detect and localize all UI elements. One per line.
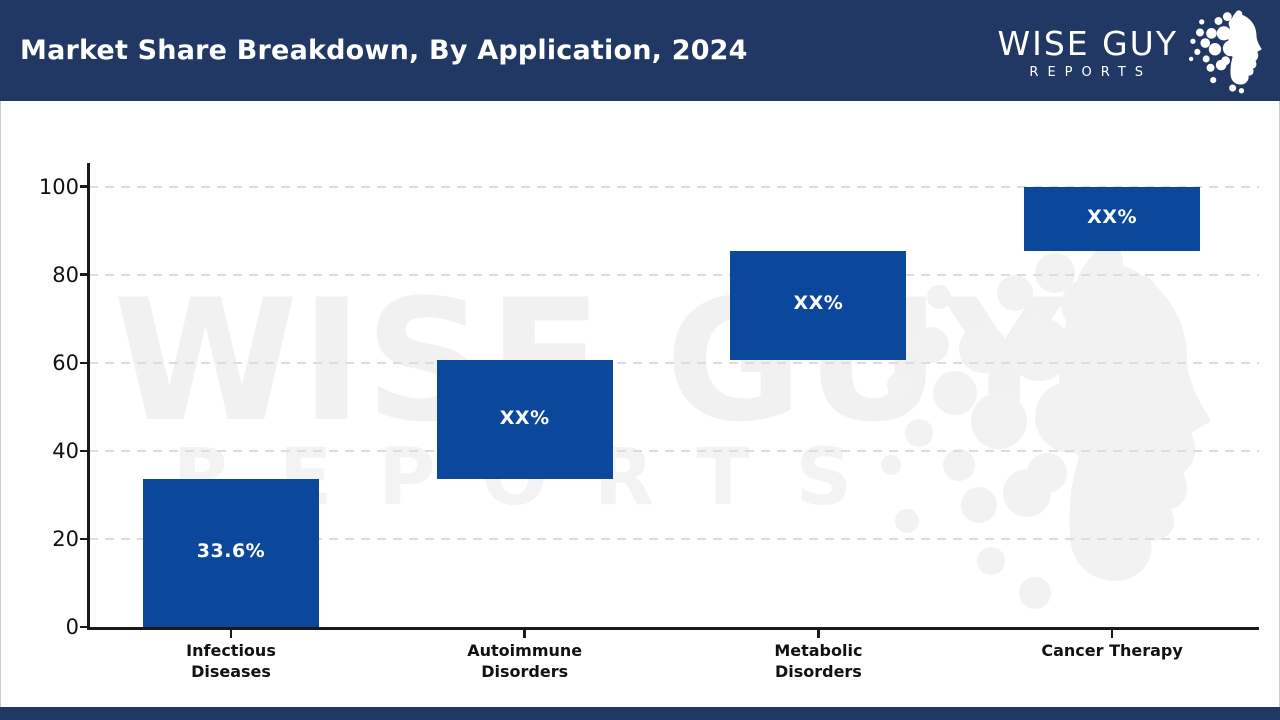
x-axis-tick — [523, 629, 526, 638]
y-axis-tick — [80, 185, 89, 188]
gridline — [89, 361, 1259, 364]
y-tick-label: 40 — [52, 438, 79, 463]
x-tick-label: Infectious Diseases — [186, 641, 276, 681]
y-axis-tick — [80, 625, 89, 629]
logo-wordmark: WISE GUY — [997, 23, 1178, 63]
x-tick-label: Autoimmune Disorders — [467, 641, 583, 681]
watermark-head-icon — [881, 245, 1211, 609]
page-title: Market Share Breakdown, By Application, … — [20, 35, 748, 66]
bar-value-label: XX% — [1087, 205, 1138, 228]
y-tick-label: 0 — [65, 615, 79, 639]
x-axis-tick — [817, 629, 820, 638]
bar-value-label: XX% — [499, 406, 550, 429]
gridline — [89, 273, 1259, 276]
bar-segment — [436, 360, 613, 480]
logo-head-icon — [1188, 9, 1262, 93]
y-axis-tick — [80, 273, 89, 276]
x-axis-tick — [1110, 629, 1114, 638]
gridline — [89, 537, 1259, 540]
logo-wordmark-block: WISE GUY REPORTS — [997, 24, 1178, 80]
y-axis-tick — [80, 449, 89, 453]
x-tick-label: Cancer Therapy — [1041, 641, 1183, 660]
footer-bar — [0, 707, 1280, 720]
gridline — [89, 449, 1259, 452]
logo-subtext: REPORTS — [1029, 64, 1153, 80]
bar-value-label: XX% — [793, 292, 844, 315]
y-tick-label: 80 — [52, 262, 79, 287]
header-bar: Market Share Breakdown, By Application, … — [0, 0, 1280, 101]
y-axis-tick — [80, 537, 89, 541]
bar-value-label: 33.6% — [196, 540, 266, 563]
brand-logo: WISE GUY REPORTS — [997, 0, 1268, 101]
y-axis-spine — [87, 163, 90, 630]
gridline — [89, 185, 1259, 188]
bar-segment — [1024, 186, 1201, 251]
x-tick-label: Metabolic Disorders — [774, 641, 863, 681]
y-tick-label: 60 — [52, 350, 79, 375]
y-tick-label: 20 — [52, 526, 79, 551]
y-tick-label: 100 — [38, 174, 79, 199]
x-axis-spine — [87, 627, 1259, 630]
bar-segment — [143, 479, 319, 627]
bar-segment — [730, 250, 907, 361]
y-axis-tick — [80, 361, 89, 365]
x-axis-tick — [229, 629, 233, 638]
